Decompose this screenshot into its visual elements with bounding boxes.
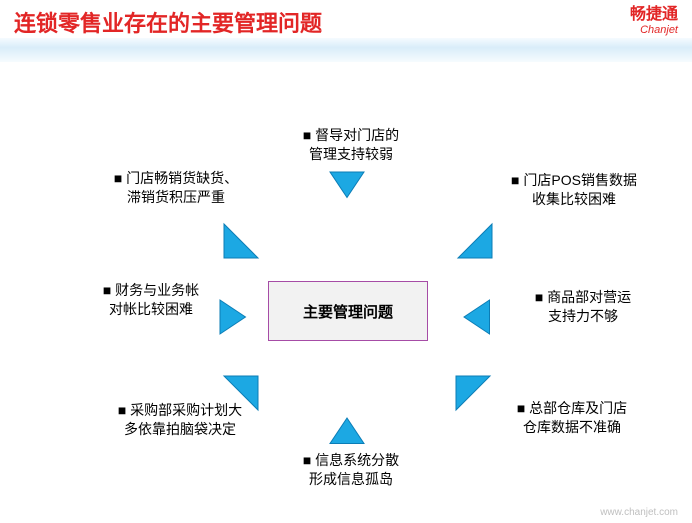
arrow-up-left-icon (452, 372, 494, 414)
node-line2: 管理支持较弱 (276, 145, 426, 164)
issue-node-tr: ■ 门店POS销售数据收集比较困难 (484, 171, 664, 209)
node-line1: ■ 门店POS销售数据 (484, 171, 664, 190)
center-box: 主要管理问题 (268, 281, 428, 341)
logo-en: Chanjet (630, 24, 678, 36)
node-line2: 仓库数据不准确 (487, 418, 657, 437)
node-line2: 对帐比较困难 (76, 300, 226, 319)
issue-node-br: ■ 总部仓库及门店仓库数据不准确 (487, 399, 657, 437)
issue-node-tl: ■ 门店畅销货缺货、滞销货积压严重 (86, 169, 266, 207)
arrow-down-right-icon (220, 220, 262, 262)
node-line1: ■ 财务与业务帐 (76, 281, 226, 300)
brand-logo: 畅捷通 Chanjet (630, 6, 678, 36)
node-line2: 多依靠拍脑袋决定 (90, 420, 270, 439)
arrow-left-icon (460, 296, 502, 338)
node-line2: 形成信息孤岛 (276, 470, 426, 489)
issue-node-bottom: ■ 信息系统分散形成信息孤岛 (276, 451, 426, 489)
issue-node-top: ■ 督导对门店的管理支持较弱 (276, 126, 426, 164)
issue-node-right: ■ 商品部对营运支持力不够 (508, 288, 658, 326)
node-line1: ■ 商品部对营运 (508, 288, 658, 307)
arrow-right-icon (216, 296, 258, 338)
arrow-down-icon (326, 168, 368, 210)
node-line1: ■ 门店畅销货缺货、 (86, 169, 266, 188)
issue-node-left: ■ 财务与业务帐对帐比较困难 (76, 281, 226, 319)
arrow-down-left-icon (454, 220, 496, 262)
node-line1: ■ 总部仓库及门店 (487, 399, 657, 418)
page-title: 连锁零售业存在的主要管理问题 (14, 6, 322, 38)
node-line2: 收集比较困难 (484, 190, 664, 209)
node-line1: ■ 督导对门店的 (276, 126, 426, 145)
arrow-up-right-icon (220, 372, 262, 414)
arrow-up-icon (326, 414, 368, 456)
node-line2: 支持力不够 (508, 307, 658, 326)
center-label: 主要管理问题 (303, 301, 393, 322)
footer-url: www.chanjet.com (600, 507, 678, 518)
logo-cn: 畅捷通 (630, 6, 678, 24)
header-band (0, 38, 692, 62)
node-line2: 滞销货积压严重 (86, 188, 266, 207)
